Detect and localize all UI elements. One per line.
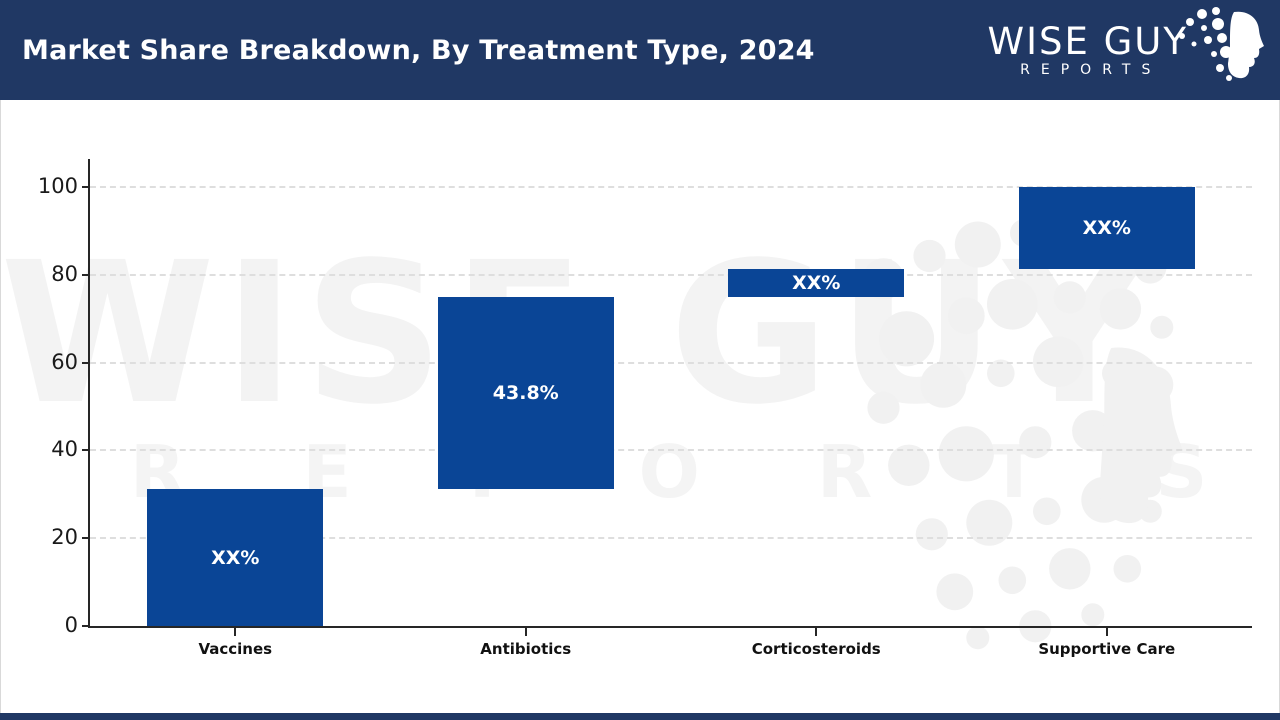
dotted-head-icon <box>1179 7 1264 81</box>
y-tick-mark-0 <box>82 625 89 627</box>
bar-value-label: XX% <box>1082 217 1131 240</box>
gridline-40 <box>90 449 1252 452</box>
x-category-label: Supportive Care <box>1038 640 1176 658</box>
y-axis-line <box>88 159 90 628</box>
bar-vaccines: XX% <box>147 489 324 626</box>
bar-supportive-care: XX% <box>1018 187 1195 270</box>
bar-value-label: XX% <box>211 546 260 569</box>
logo-wordmark: WISE GUY <box>987 19 1188 63</box>
x-tick-mark-0 <box>234 628 237 636</box>
y-tick-label-20: 20 <box>51 525 78 550</box>
header-bar: Market Share Breakdown, By Treatment Typ… <box>0 0 1280 100</box>
bar-corticosteroids: XX% <box>728 269 905 297</box>
wise-guy-reports-logo: WISE GUY REPORTS <box>988 6 1266 94</box>
chart-title: Market Share Breakdown, By Treatment Typ… <box>22 34 815 66</box>
y-tick-label-80: 80 <box>51 261 78 286</box>
logo-text: WISE GUY REPORTS <box>988 23 1188 78</box>
x-tick-mark-3 <box>1105 628 1108 636</box>
x-axis-line <box>88 626 1252 628</box>
y-tick-mark-100 <box>82 186 89 188</box>
footer-bar <box>0 713 1280 720</box>
y-tick-label-100: 100 <box>37 174 78 198</box>
x-category-label: Corticosteroids <box>751 640 881 658</box>
gridline-100 <box>90 186 1252 188</box>
x-category-label: Antibiotics <box>480 640 572 658</box>
gridline-60 <box>90 361 1252 364</box>
y-tick-label-60: 60 <box>51 349 78 374</box>
gridline-20 <box>90 537 1252 540</box>
gridline-80 <box>90 273 1252 276</box>
x-tick-mark-2 <box>815 628 818 636</box>
y-tick-mark-80 <box>82 273 89 276</box>
bar-value-label: 43.8% <box>492 381 559 404</box>
y-tick-mark-20 <box>82 537 89 540</box>
x-tick-mark-1 <box>524 628 527 636</box>
y-tick-label-0: 0 <box>64 613 78 637</box>
y-tick-mark-40 <box>82 449 89 452</box>
x-category-label: Vaccines <box>198 640 273 658</box>
logo-subtext: REPORTS <box>1020 61 1162 78</box>
bar-antibiotics: 43.8% <box>437 296 614 490</box>
bar-value-label: XX% <box>792 271 841 294</box>
y-tick-mark-60 <box>82 361 89 364</box>
y-tick-label-40: 40 <box>51 437 78 462</box>
